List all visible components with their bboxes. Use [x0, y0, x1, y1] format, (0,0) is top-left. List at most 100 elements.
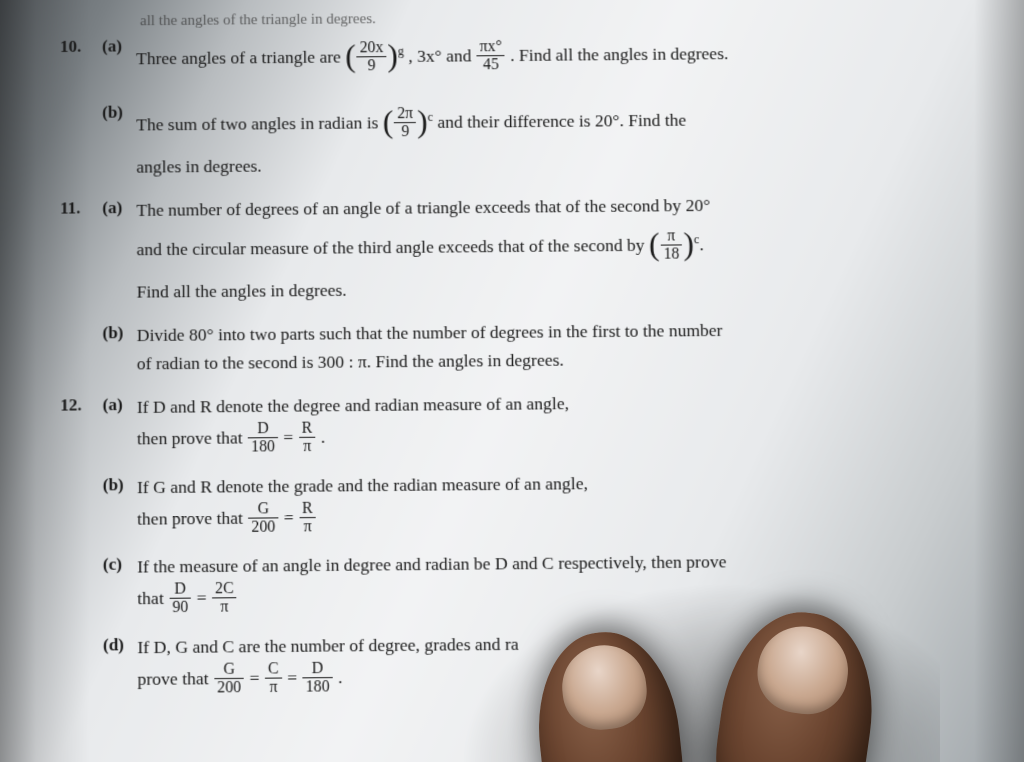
q10a-text: Three angles of a triangle are (20x9)g ,…	[136, 27, 995, 87]
q12a-l1: If D and R denote the degree and radian …	[137, 393, 569, 417]
q10b-text: The sum of two angles in radian is (2π9)…	[136, 93, 997, 182]
q11a-l2pre: and the circular measure of the third an…	[137, 234, 650, 259]
frac-num: G	[248, 500, 278, 519]
frac-num: π	[660, 227, 682, 246]
q10a-post: . Find all the angles in degrees.	[510, 43, 728, 65]
q11a: 11. (a) The number of degrees of an angl…	[60, 188, 999, 307]
q12b-l1: If G and R denote the grade and the radi…	[137, 473, 588, 497]
q12b-label: (b)	[103, 473, 137, 539]
q12d-f2: Cπ	[265, 660, 282, 697]
q12b-l2pre: then prove that	[137, 507, 247, 528]
q11b-l1: Divide 80° into two parts such that the …	[137, 319, 723, 344]
frac-den: π	[299, 518, 316, 536]
frac-num: 20x	[357, 39, 387, 58]
frac-num: D	[169, 580, 191, 599]
frac-den: π	[212, 599, 237, 617]
lparen: (	[649, 218, 660, 270]
q12a-l2post: .	[321, 427, 326, 447]
q10a-pre: Three angles of a triangle are	[136, 46, 345, 68]
lparen: (	[345, 30, 356, 82]
q10b-post: angles in degrees.	[136, 155, 261, 176]
q12-number: 12.	[60, 393, 102, 459]
q11a-l1: The number of degrees of an angle of a t…	[136, 195, 710, 220]
sep: and	[446, 45, 476, 65]
q12a-text: If D and R denote the degree and radian …	[137, 385, 1002, 458]
q10b: (b) The sum of two angles in radian is (…	[102, 93, 997, 182]
q12a-rhs: Rπ	[299, 420, 316, 456]
frac-den: 90	[169, 599, 191, 617]
q12d-f3: D180	[303, 659, 333, 696]
q11a-label: (a)	[102, 196, 136, 307]
q12c-label: (c)	[103, 552, 137, 618]
q12b-lhs: G200	[248, 500, 278, 537]
q10a-expr2: 3x°	[417, 46, 442, 66]
frac-den: 200	[214, 679, 244, 697]
eq: =	[197, 587, 211, 608]
frac-num: D	[248, 420, 278, 439]
nail	[752, 621, 853, 720]
frac-num: R	[299, 420, 316, 439]
frac-num: 2C	[212, 580, 237, 599]
q11a-text: The number of degrees of an angle of a t…	[136, 188, 999, 306]
q12c-l1: If the measure of an angle in degree and…	[137, 551, 726, 577]
q10a-label: (a)	[102, 34, 136, 86]
frac-num: G	[214, 660, 244, 679]
q12c-rhs: 2Cπ	[212, 580, 237, 617]
q11b: (b) Divide 80° into two parts such that …	[102, 313, 1000, 379]
q10-number: 10.	[60, 35, 102, 87]
q11-number: 11.	[60, 196, 102, 307]
q12a: 12. (a) If D and R denote the degree and…	[60, 385, 1001, 459]
q12c-l2pre: that	[137, 588, 168, 609]
frac-den: π	[265, 679, 282, 697]
q12b-rhs: Rπ	[299, 499, 316, 535]
q12a-l2pre: then prove that	[137, 427, 247, 448]
frac-num: 2π	[394, 105, 416, 124]
cutoff-line: all the angles of the triangle in degree…	[140, 6, 994, 30]
q11a-l2post: .	[699, 234, 704, 254]
q11a-frac: π18	[660, 227, 682, 263]
sep: ,	[408, 46, 417, 66]
q12c-lhs: D90	[169, 580, 191, 617]
frac-num: D	[303, 659, 333, 678]
q12d-l2post: .	[338, 666, 343, 687]
q12c: (c) If the measure of an angle in degree…	[103, 545, 1005, 619]
frac-num: C	[265, 660, 282, 679]
frac-num: R	[299, 499, 316, 518]
q10b-mid: and their difference is 20°. Find the	[437, 110, 686, 132]
q10b-pre: The sum of two angles in radian is	[136, 112, 383, 134]
frac-den: 9	[394, 123, 416, 141]
frac-den: 180	[248, 439, 278, 457]
q12d-f1: G200	[214, 660, 244, 697]
lparen: (	[383, 96, 394, 148]
q10a: 10. (a) Three angles of a triangle are (…	[60, 27, 995, 87]
q12d-l1pre: If D, G and C are the number of degree, …	[137, 633, 518, 657]
rparen: )	[387, 30, 398, 82]
frac-num: πx°	[477, 38, 505, 57]
sup-g: g	[398, 44, 404, 58]
frac-den: 180	[303, 678, 333, 696]
eq: =	[284, 506, 298, 526]
q11b-label: (b)	[102, 320, 136, 379]
sup-c: c	[428, 110, 434, 124]
q12b: (b) If G and R denote the grade and the …	[103, 465, 1003, 539]
q12a-lhs: D180	[248, 420, 278, 456]
nail	[558, 641, 650, 733]
q11b-text: Divide 80° into two parts such that the …	[137, 313, 1001, 379]
rparen: )	[683, 218, 694, 270]
eq: =	[250, 667, 265, 688]
q10b-label: (b)	[102, 100, 136, 181]
q12c-text: If the measure of an angle in degree and…	[137, 545, 1004, 618]
eq: =	[283, 427, 297, 447]
q10a-frac3: πx°45	[477, 38, 505, 74]
q11a-l3: Find all the angles in degrees.	[137, 279, 347, 301]
frac-den: 18	[660, 246, 682, 264]
rparen: )	[417, 96, 428, 148]
q12a-label: (a)	[103, 393, 137, 459]
q12d-label: (d)	[103, 633, 138, 699]
q11b-l2: of radian to the second is 300 : π. Find…	[137, 350, 564, 374]
q10b-frac: 2π9	[394, 105, 416, 141]
textbook-page: all the angles of the triangle in degree…	[0, 0, 1024, 762]
q12d-l2pre: prove that	[137, 667, 213, 688]
frac-den: 9	[357, 58, 387, 76]
q12b-text: If G and R denote the grade and the radi…	[137, 465, 1003, 538]
